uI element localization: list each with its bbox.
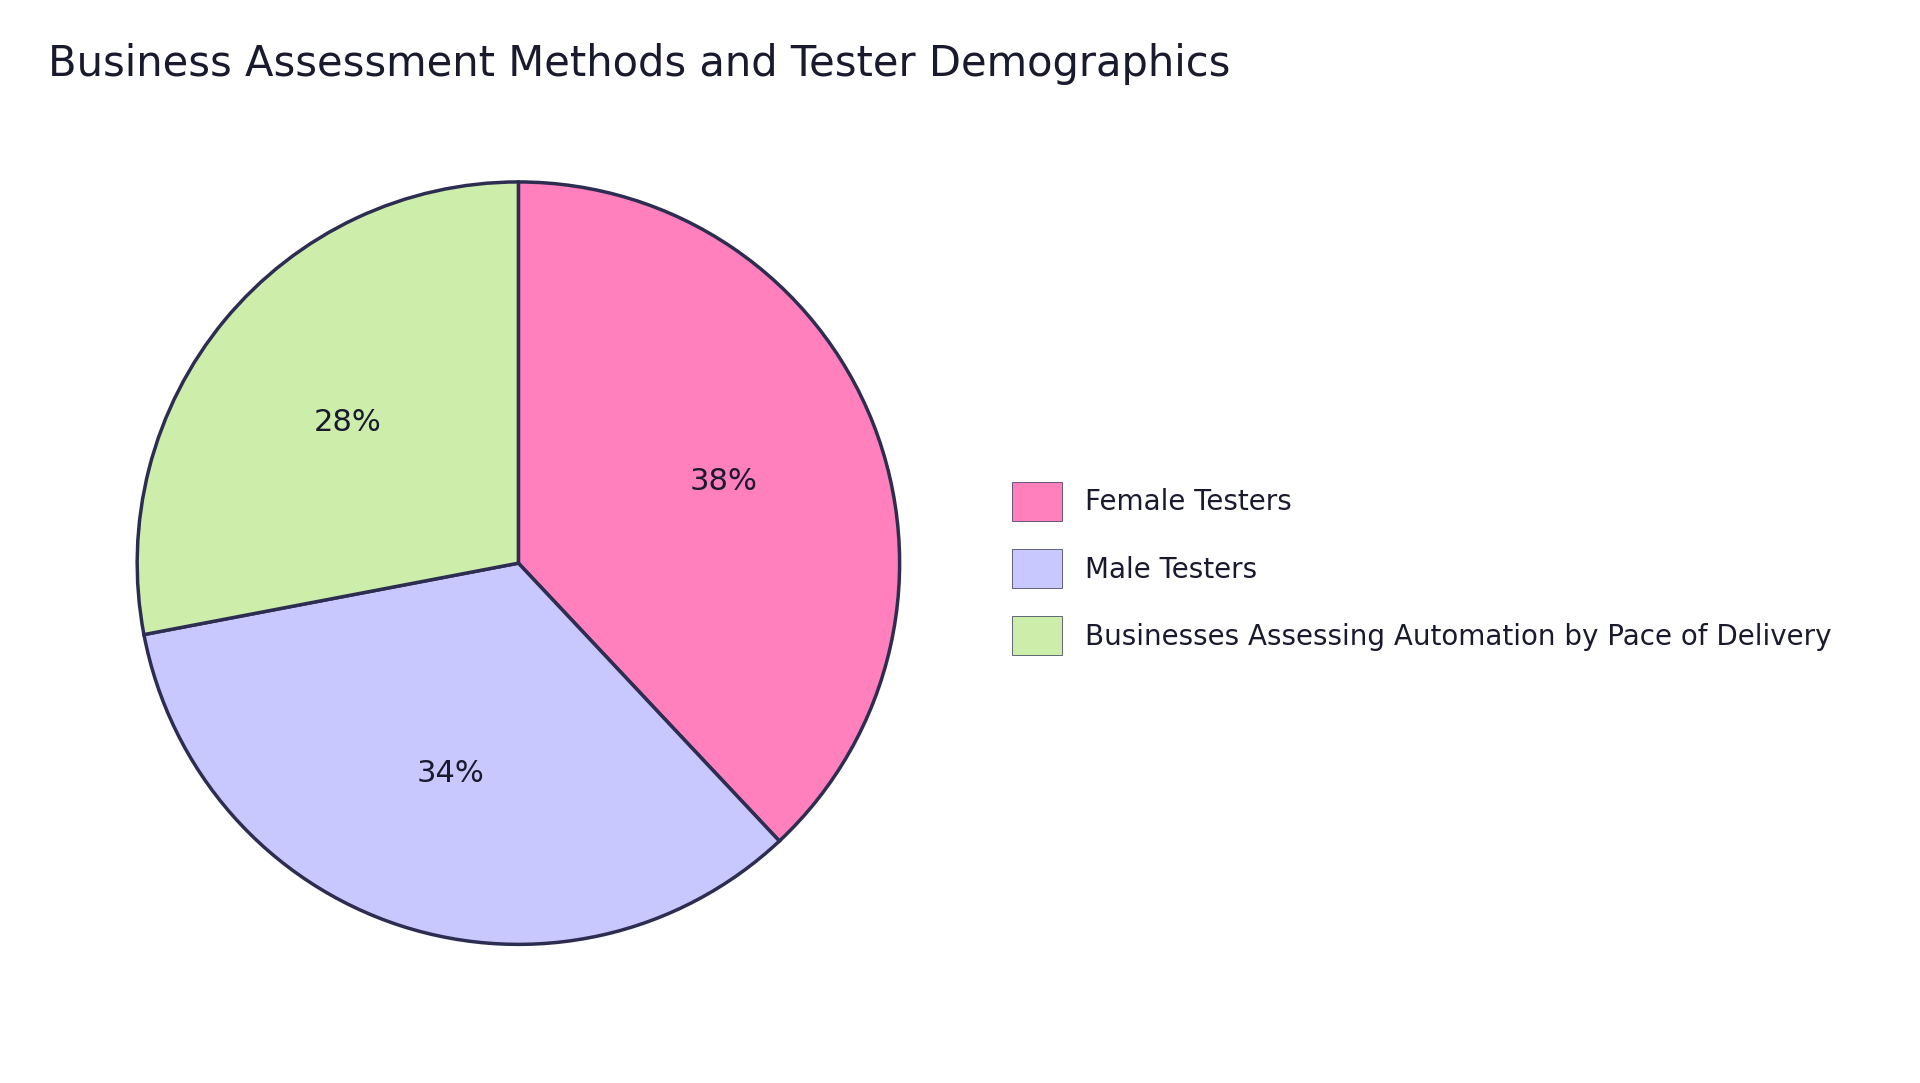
Wedge shape [144,563,780,944]
Text: Business Assessment Methods and Tester Demographics: Business Assessment Methods and Tester D… [48,43,1231,86]
Wedge shape [518,182,900,841]
Text: 34%: 34% [417,759,484,788]
Wedge shape [136,182,518,635]
Text: 38%: 38% [689,467,758,496]
Text: 28%: 28% [315,407,382,436]
Legend: Female Testers, Male Testers, Businesses Assessing Automation by Pace of Deliver: Female Testers, Male Testers, Businesses… [1012,482,1832,655]
